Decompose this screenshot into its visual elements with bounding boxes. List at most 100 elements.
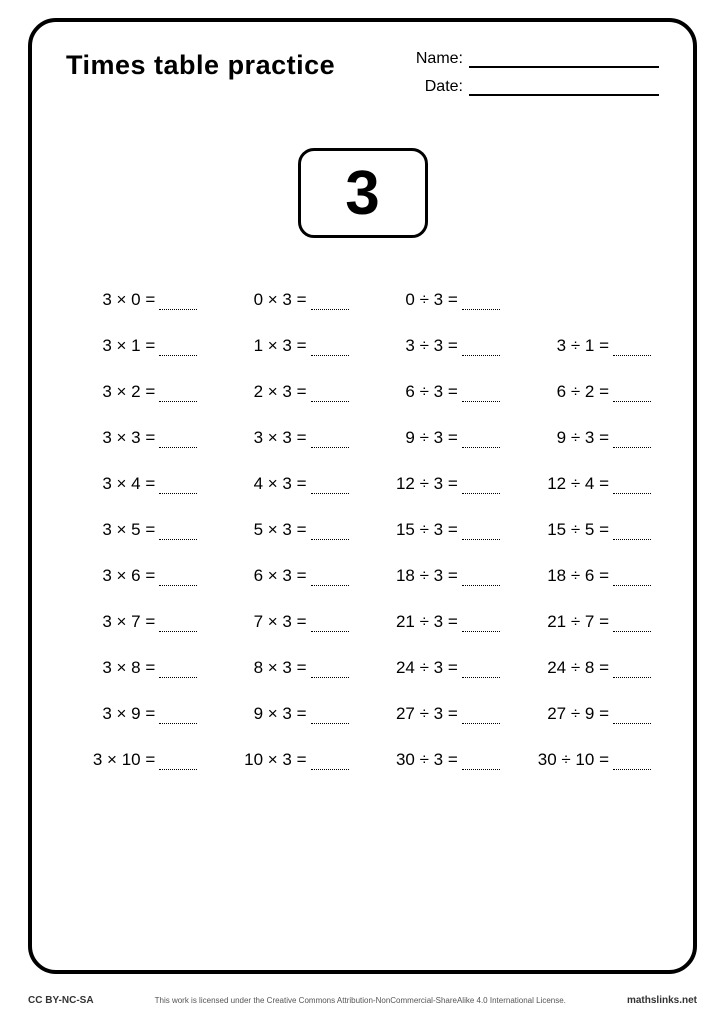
problem-expression: 18 ÷ 3 =: [396, 566, 458, 586]
answer-blank[interactable]: [159, 388, 197, 402]
problem: 3 × 3 =: [225, 420, 348, 448]
answer-blank[interactable]: [311, 664, 349, 678]
problem-expression: 3 × 6 =: [102, 566, 155, 586]
answer-blank[interactable]: [311, 710, 349, 724]
answer-blank[interactable]: [613, 618, 651, 632]
answer-blank[interactable]: [462, 664, 500, 678]
answer-blank[interactable]: [613, 388, 651, 402]
problem: 30 ÷ 10 =: [528, 742, 651, 770]
answer-blank[interactable]: [462, 342, 500, 356]
problem: 3 ÷ 3 =: [377, 328, 500, 356]
problem: 10 × 3 =: [225, 742, 348, 770]
problem-expression: 1 × 3 =: [254, 336, 307, 356]
answer-blank[interactable]: [613, 342, 651, 356]
problem: 21 ÷ 3 =: [377, 604, 500, 632]
answer-blank[interactable]: [159, 296, 197, 310]
date-input-line[interactable]: [469, 78, 659, 96]
license-badge: CC BY-NC-SA: [28, 995, 94, 1006]
problem: 18 ÷ 3 =: [377, 558, 500, 586]
answer-blank[interactable]: [159, 342, 197, 356]
answer-blank[interactable]: [462, 756, 500, 770]
answer-blank[interactable]: [311, 618, 349, 632]
problem-expression: 3 × 5 =: [102, 520, 155, 540]
problem-expression: 3 × 8 =: [102, 658, 155, 678]
answer-blank[interactable]: [159, 756, 197, 770]
problem: 18 ÷ 6 =: [528, 558, 651, 586]
problem: 21 ÷ 7 =: [528, 604, 651, 632]
problem-expression: 18 ÷ 6 =: [547, 566, 609, 586]
answer-blank[interactable]: [311, 526, 349, 540]
problem: 15 ÷ 3 =: [377, 512, 500, 540]
problem: 3 × 8 =: [74, 650, 197, 678]
problem: 2 × 3 =: [225, 374, 348, 402]
answer-blank[interactable]: [462, 480, 500, 494]
problem-expression: 6 ÷ 2 =: [557, 382, 609, 402]
answer-blank[interactable]: [613, 710, 651, 724]
answer-blank[interactable]: [311, 342, 349, 356]
problem-expression: 30 ÷ 3 =: [396, 750, 458, 770]
answer-blank[interactable]: [159, 710, 197, 724]
column-1: 3 × 0 =3 × 1 =3 × 2 =3 × 3 =3 × 4 =3 × 5…: [74, 282, 197, 770]
answer-blank[interactable]: [613, 664, 651, 678]
problem-expression: 3 ÷ 3 =: [405, 336, 457, 356]
problem-expression: 5 × 3 =: [254, 520, 307, 540]
problem-expression: 27 ÷ 3 =: [396, 704, 458, 724]
problem: 5 × 3 =: [225, 512, 348, 540]
problem-expression: 27 ÷ 9 =: [547, 704, 609, 724]
problem: 4 × 3 =: [225, 466, 348, 494]
answer-blank[interactable]: [462, 434, 500, 448]
answer-blank[interactable]: [462, 526, 500, 540]
answer-blank[interactable]: [311, 480, 349, 494]
answer-blank[interactable]: [311, 296, 349, 310]
problem: 24 ÷ 3 =: [377, 650, 500, 678]
problem-expression: 0 × 3 =: [254, 290, 307, 310]
answer-blank[interactable]: [613, 480, 651, 494]
answer-blank[interactable]: [311, 434, 349, 448]
answer-blank[interactable]: [159, 480, 197, 494]
problem-expression: 3 × 3 =: [254, 428, 307, 448]
problem-expression: 9 × 3 =: [254, 704, 307, 724]
answer-blank[interactable]: [311, 756, 349, 770]
answer-blank[interactable]: [159, 434, 197, 448]
column-4: —3 ÷ 1 =6 ÷ 2 =9 ÷ 3 =12 ÷ 4 =15 ÷ 5 =18…: [528, 282, 651, 770]
answer-blank[interactable]: [613, 572, 651, 586]
problem: 3 × 0 =: [74, 282, 197, 310]
problem: 30 ÷ 3 =: [377, 742, 500, 770]
answer-blank[interactable]: [613, 434, 651, 448]
site-link: mathslinks.net: [627, 995, 697, 1006]
answer-blank[interactable]: [159, 618, 197, 632]
problem-expression: 3 × 9 =: [102, 704, 155, 724]
problem: 6 × 3 =: [225, 558, 348, 586]
problem-expression: 30 ÷ 10 =: [538, 750, 609, 770]
problem-expression: 6 × 3 =: [254, 566, 307, 586]
answer-blank[interactable]: [462, 710, 500, 724]
problem: 9 ÷ 3 =: [377, 420, 500, 448]
name-label: Name:: [416, 50, 463, 68]
problem-expression: 12 ÷ 3 =: [396, 474, 458, 494]
answer-blank[interactable]: [613, 526, 651, 540]
problem: 15 ÷ 5 =: [528, 512, 651, 540]
answer-blank[interactable]: [462, 296, 500, 310]
problem-expression: 12 ÷ 4 =: [547, 474, 609, 494]
problem: 0 × 3 =: [225, 282, 348, 310]
name-input-line[interactable]: [469, 50, 659, 68]
answer-blank[interactable]: [613, 756, 651, 770]
table-number: 3: [298, 148, 428, 238]
answer-blank[interactable]: [311, 388, 349, 402]
answer-blank[interactable]: [159, 526, 197, 540]
problem: 6 ÷ 2 =: [528, 374, 651, 402]
problem-expression: 4 × 3 =: [254, 474, 307, 494]
date-field-row: Date:: [416, 78, 659, 96]
answer-blank[interactable]: [311, 572, 349, 586]
problem: 6 ÷ 3 =: [377, 374, 500, 402]
problem: 3 × 10 =: [74, 742, 197, 770]
answer-blank[interactable]: [159, 664, 197, 678]
footer: CC BY-NC-SA This work is licensed under …: [28, 995, 697, 1006]
problem: 12 ÷ 3 =: [377, 466, 500, 494]
answer-blank[interactable]: [159, 572, 197, 586]
problem: 3 ÷ 1 =: [528, 328, 651, 356]
answer-blank[interactable]: [462, 388, 500, 402]
answer-blank[interactable]: [462, 572, 500, 586]
problem: 3 × 6 =: [74, 558, 197, 586]
answer-blank[interactable]: [462, 618, 500, 632]
